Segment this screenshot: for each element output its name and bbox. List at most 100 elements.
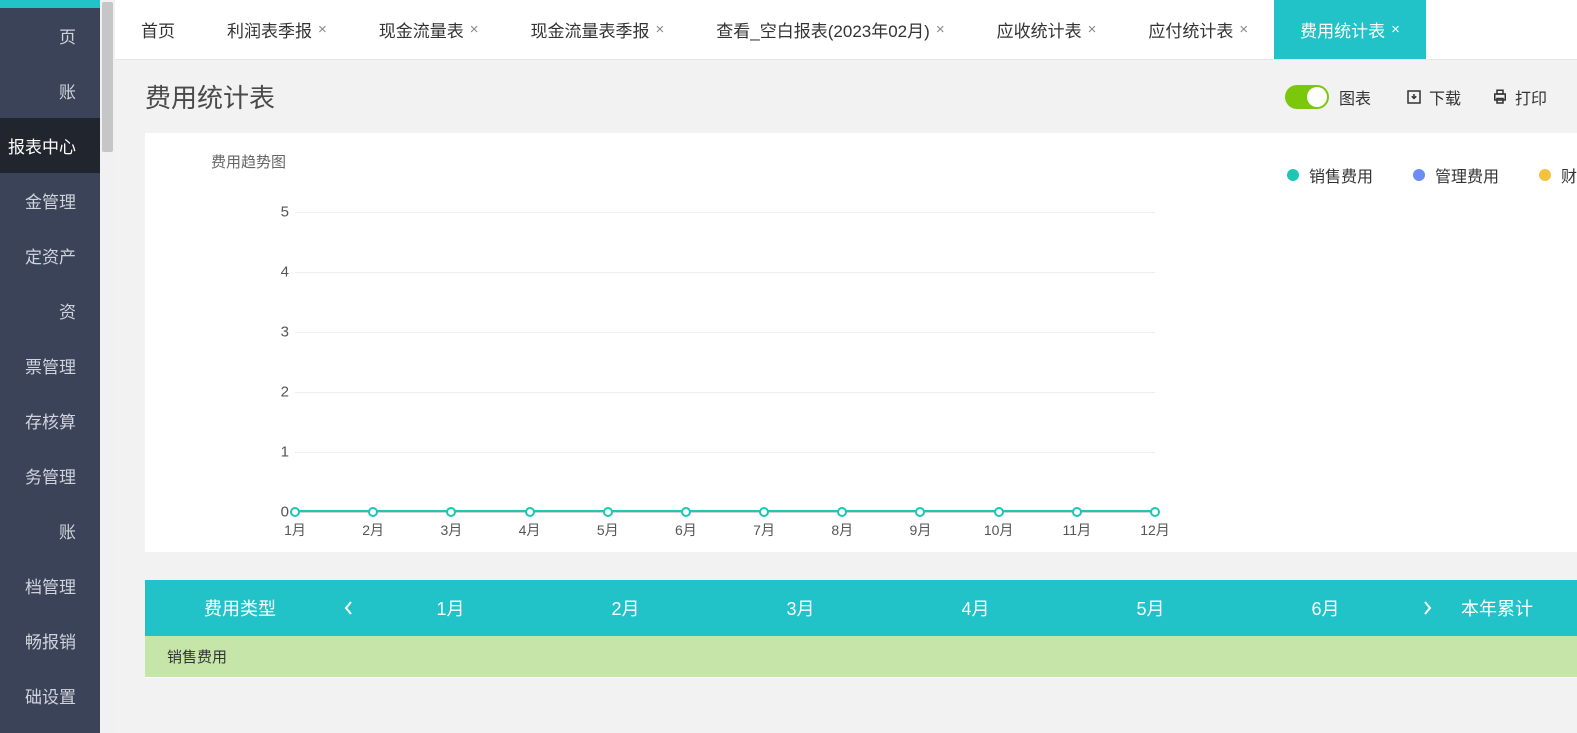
sidebar-item[interactable]: 档管理 [0,558,100,613]
x-tick-label: 2月 [362,520,384,540]
tab-label: 查看_空白报表(2023年02月) [716,17,930,42]
data-marker [915,507,925,517]
sidebar-item[interactable]: 票管理 [0,338,100,393]
chevron-left-icon [344,600,354,616]
sidebar-item[interactable]: 础设置 [0,668,100,723]
chart-card: 费用趋势图 销售费用管理费用财 0123451月2月3月4月5月6月7月8月9月… [145,133,1577,552]
data-marker [681,507,691,517]
data-marker [837,507,847,517]
grid-line [295,272,1155,273]
tab-label: 首页 [141,17,175,42]
close-icon[interactable]: × [656,21,665,38]
table-prev-button[interactable] [335,600,363,616]
tab-label: 现金流量表季报 [531,17,650,42]
sidebar-item[interactable]: 存核算 [0,393,100,448]
legend-item[interactable]: 管理费用 [1413,163,1499,187]
th-month-1: 1月 [363,595,538,621]
sidebar-item[interactable]: 报表中心 [0,118,100,173]
sidebar-item[interactable]: 畅报销 [0,613,100,668]
grid-line [295,332,1155,333]
tab-label: 应收统计表 [997,17,1082,42]
data-marker [1072,507,1082,517]
x-tick-label: 7月 [753,520,775,540]
legend-item[interactable]: 财 [1539,163,1577,187]
chart-legend: 销售费用 管理费用 财 [1287,163,1577,187]
chevron-right-icon [1422,600,1432,616]
y-tick-label: 5 [265,204,289,221]
x-tick-label: 11月 [1063,520,1092,540]
sidebar-scrollbar-track[interactable] [100,0,115,733]
x-tick-label: 6月 [675,520,697,540]
sidebar-item[interactable]: 资 [0,283,100,338]
close-icon[interactable]: × [1088,21,1097,38]
y-tick-label: 3 [265,324,289,341]
close-icon[interactable]: × [1391,21,1400,38]
close-icon[interactable]: × [318,21,327,38]
th-month-6: 6月 [1238,595,1413,621]
tab-label: 现金流量表 [379,17,464,42]
x-tick-label: 4月 [519,520,541,540]
series-line [295,510,1155,512]
legend-item[interactable]: 销售费用 [1287,163,1373,187]
legend-label: 销售费用 [1309,163,1373,187]
data-marker [290,507,300,517]
sidebar-item[interactable]: 务管理 [0,448,100,503]
legend-label: 财 [1561,163,1577,187]
data-marker [525,507,535,517]
tab-bar: 首页 利润表季报 × 现金流量表 × 现金流量表季报 × 查看_空白报表(2023年02月) ×… [115,0,1577,60]
x-tick-label: 1月 [284,520,306,540]
print-icon [1491,88,1509,106]
chart-toggle-label: 图表 [1339,85,1371,109]
sidebar-item[interactable]: 账 [0,503,100,558]
sidebar-item[interactable]: 金管理 [0,173,100,228]
y-tick-label: 2 [265,384,289,401]
tab-label: 费用统计表 [1300,17,1385,42]
grid-line [295,452,1155,453]
x-tick-label: 8月 [831,520,853,540]
download-label: 下载 [1429,85,1461,109]
tab[interactable]: 查看_空白报表(2023年02月) × [690,0,970,59]
close-icon[interactable]: × [936,21,945,38]
x-axis-line [295,512,1155,513]
tab[interactable]: 应付统计表× [1122,0,1274,59]
page-header: 费用统计表 图表 下载 打印 [115,60,1577,133]
data-marker [603,507,613,517]
table-next-button[interactable] [1413,600,1441,616]
close-icon[interactable]: × [1239,21,1248,38]
data-marker [759,507,769,517]
legend-dot-icon [1539,169,1551,181]
chart-toggle[interactable] [1285,85,1329,109]
sidebar-item[interactable]: 账 [0,63,100,118]
th-month-2: 2月 [538,595,713,621]
x-tick-label: 3月 [440,520,462,540]
table-row[interactable]: 销售费用 [145,636,1577,678]
grid-line [295,212,1155,213]
print-button[interactable]: 打印 [1491,85,1547,109]
tab[interactable]: 现金流量表季报 × [505,0,691,59]
y-tick-label: 1 [265,444,289,461]
tab[interactable]: 费用统计表 × [1274,0,1426,59]
tab[interactable]: 现金流量表 × [353,0,505,59]
grid-line [295,392,1155,393]
legend-label: 管理费用 [1435,163,1499,187]
download-button[interactable]: 下载 [1405,85,1461,109]
sidebar-scrollbar-thumb[interactable] [102,2,113,152]
th-month-5: 5月 [1063,595,1238,621]
sidebar-item[interactable]: 页 [0,8,100,63]
chart-plot-area: 0123451月2月3月4月5月6月7月8月9月10月11月12月 [295,212,1155,512]
sidebar-item[interactable]: 定资产 [0,228,100,283]
print-label: 打印 [1515,85,1547,109]
tab[interactable]: 应收统计表 × [971,0,1123,59]
y-tick-label: 0 [265,504,289,521]
x-tick-label: 5月 [597,520,619,540]
tab[interactable]: 首页 [115,0,201,59]
data-marker [1150,507,1160,517]
toggle-knob [1307,87,1327,107]
th-year-total: 本年累计 [1441,595,1577,621]
tab[interactable]: 利润表季报 × [201,0,353,59]
top-accent-strip [0,0,115,8]
close-icon[interactable]: × [470,21,479,38]
legend-dot-icon [1413,169,1425,181]
tab-label: 利润表季报 [227,17,312,42]
data-marker [368,507,378,517]
